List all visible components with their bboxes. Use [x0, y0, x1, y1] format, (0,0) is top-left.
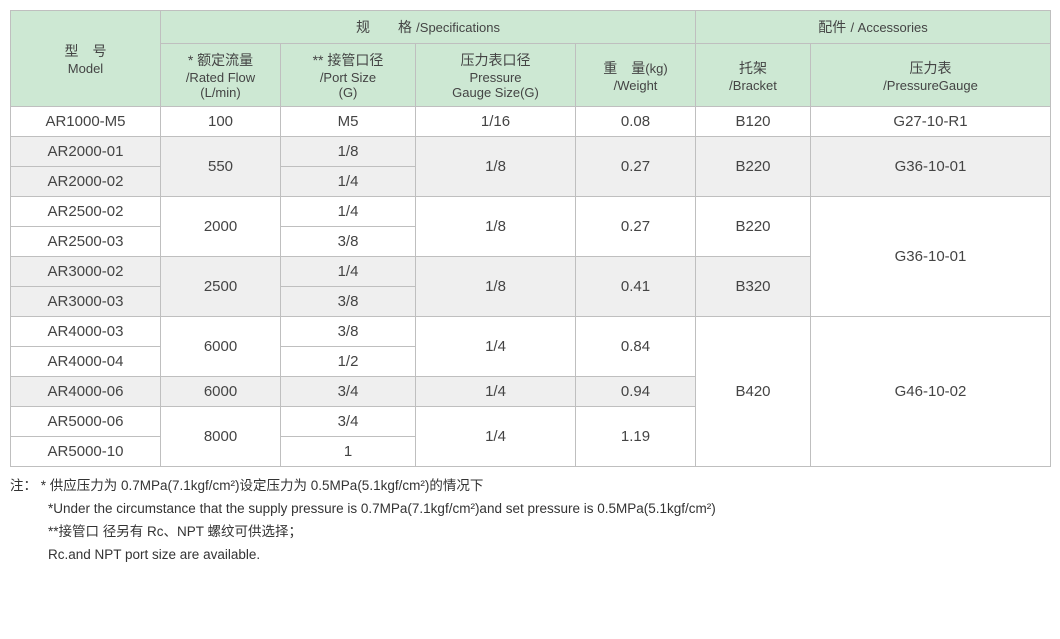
- cell-model: AR2000-01: [11, 137, 161, 167]
- cell-bracket: B320: [696, 257, 811, 317]
- cell-gauge: 1/8: [416, 197, 576, 257]
- cell-gauge: 1/8: [416, 137, 576, 197]
- cell-port: 3/8: [281, 317, 416, 347]
- cell-weight: 0.94: [576, 377, 696, 407]
- cell-prg: G46-10-02: [811, 317, 1051, 467]
- cell-model: AR3000-03: [11, 287, 161, 317]
- cell-flow: 6000: [161, 377, 281, 407]
- cell-model: AR4000-06: [11, 377, 161, 407]
- cell-prg: G36-10-01: [811, 197, 1051, 317]
- note-line: 注： * 供应压力为 0.7MPa(7.1kgf/cm²)设定压力为 0.5MP…: [10, 475, 1050, 498]
- cell-flow: 6000: [161, 317, 281, 377]
- cell-weight: 0.41: [576, 257, 696, 317]
- hdr-accessories: 配件 / Accessories: [696, 11, 1051, 44]
- cell-gauge: 1/4: [416, 377, 576, 407]
- cell-model: AR2500-02: [11, 197, 161, 227]
- cell-model: AR1000-M5: [11, 107, 161, 137]
- hdr-gauge: 压力表口径 Pressure Gauge Size(G): [416, 44, 576, 107]
- cell-flow: 100: [161, 107, 281, 137]
- hdr-model: 型 号 Model: [11, 11, 161, 107]
- hdr-bracket: 托架 /Bracket: [696, 44, 811, 107]
- table-row: AR4000-03 6000 3/8 1/4 0.84 B420 G46-10-…: [11, 317, 1051, 347]
- cell-gauge: 1/4: [416, 317, 576, 377]
- cell-model: AR5000-06: [11, 407, 161, 437]
- hdr-specs: 规 格 /Specifications: [161, 11, 696, 44]
- cell-weight: 0.27: [576, 137, 696, 197]
- cell-port: 3/4: [281, 377, 416, 407]
- cell-port: 1/4: [281, 167, 416, 197]
- hdr-flow: * 额定流量 /Rated Flow (L/min): [161, 44, 281, 107]
- cell-weight: 0.27: [576, 197, 696, 257]
- cell-prg: G36-10-01: [811, 137, 1051, 197]
- cell-model: AR2000-02: [11, 167, 161, 197]
- cell-bracket: B220: [696, 137, 811, 197]
- cell-model: AR5000-10: [11, 437, 161, 467]
- cell-weight: 0.84: [576, 317, 696, 377]
- footnotes: 注： * 供应压力为 0.7MPa(7.1kgf/cm²)设定压力为 0.5MP…: [10, 475, 1050, 567]
- cell-port: 3/8: [281, 287, 416, 317]
- cell-prg: G27-10-R1: [811, 107, 1051, 137]
- cell-flow: 550: [161, 137, 281, 197]
- table-row: AR1000-M5 100 M5 1/16 0.08 B120 G27-10-R…: [11, 107, 1051, 137]
- cell-bracket: B420: [696, 317, 811, 467]
- table-row: AR2500-02 2000 1/4 1/8 0.27 B220 G36-10-…: [11, 197, 1051, 227]
- cell-weight: 1.19: [576, 407, 696, 467]
- cell-port: M5: [281, 107, 416, 137]
- cell-flow: 8000: [161, 407, 281, 467]
- cell-port: 1: [281, 437, 416, 467]
- cell-model: AR2500-03: [11, 227, 161, 257]
- cell-port: 3/4: [281, 407, 416, 437]
- hdr-port: ** 接管口径 /Port Size (G): [281, 44, 416, 107]
- cell-port: 1/4: [281, 257, 416, 287]
- table-row: AR2000-01 550 1/8 1/8 0.27 B220 G36-10-0…: [11, 137, 1051, 167]
- cell-gauge: 1/16: [416, 107, 576, 137]
- cell-port: 1/2: [281, 347, 416, 377]
- cell-model: AR4000-03: [11, 317, 161, 347]
- cell-model: AR4000-04: [11, 347, 161, 377]
- cell-port: 1/4: [281, 197, 416, 227]
- cell-flow: 2000: [161, 197, 281, 257]
- note-line: Rc.and NPT port size are available.: [10, 544, 1050, 567]
- note-line: *Under the circumstance that the supply …: [10, 498, 1050, 521]
- cell-port: 3/8: [281, 227, 416, 257]
- note-line: **接管口 径另有 Rc、NPT 螺纹可供选择；: [10, 521, 1050, 544]
- cell-model: AR3000-02: [11, 257, 161, 287]
- spec-table: 型 号 Model 规 格 /Specifications 配件 / Acces…: [10, 10, 1051, 467]
- cell-gauge: 1/8: [416, 257, 576, 317]
- cell-flow: 2500: [161, 257, 281, 317]
- cell-gauge: 1/4: [416, 407, 576, 467]
- cell-bracket: B220: [696, 197, 811, 257]
- cell-port: 1/8: [281, 137, 416, 167]
- hdr-pressure-gauge: 压力表 /PressureGauge: [811, 44, 1051, 107]
- cell-weight: 0.08: [576, 107, 696, 137]
- cell-bracket: B120: [696, 107, 811, 137]
- hdr-weight: 重 量(kg) /Weight: [576, 44, 696, 107]
